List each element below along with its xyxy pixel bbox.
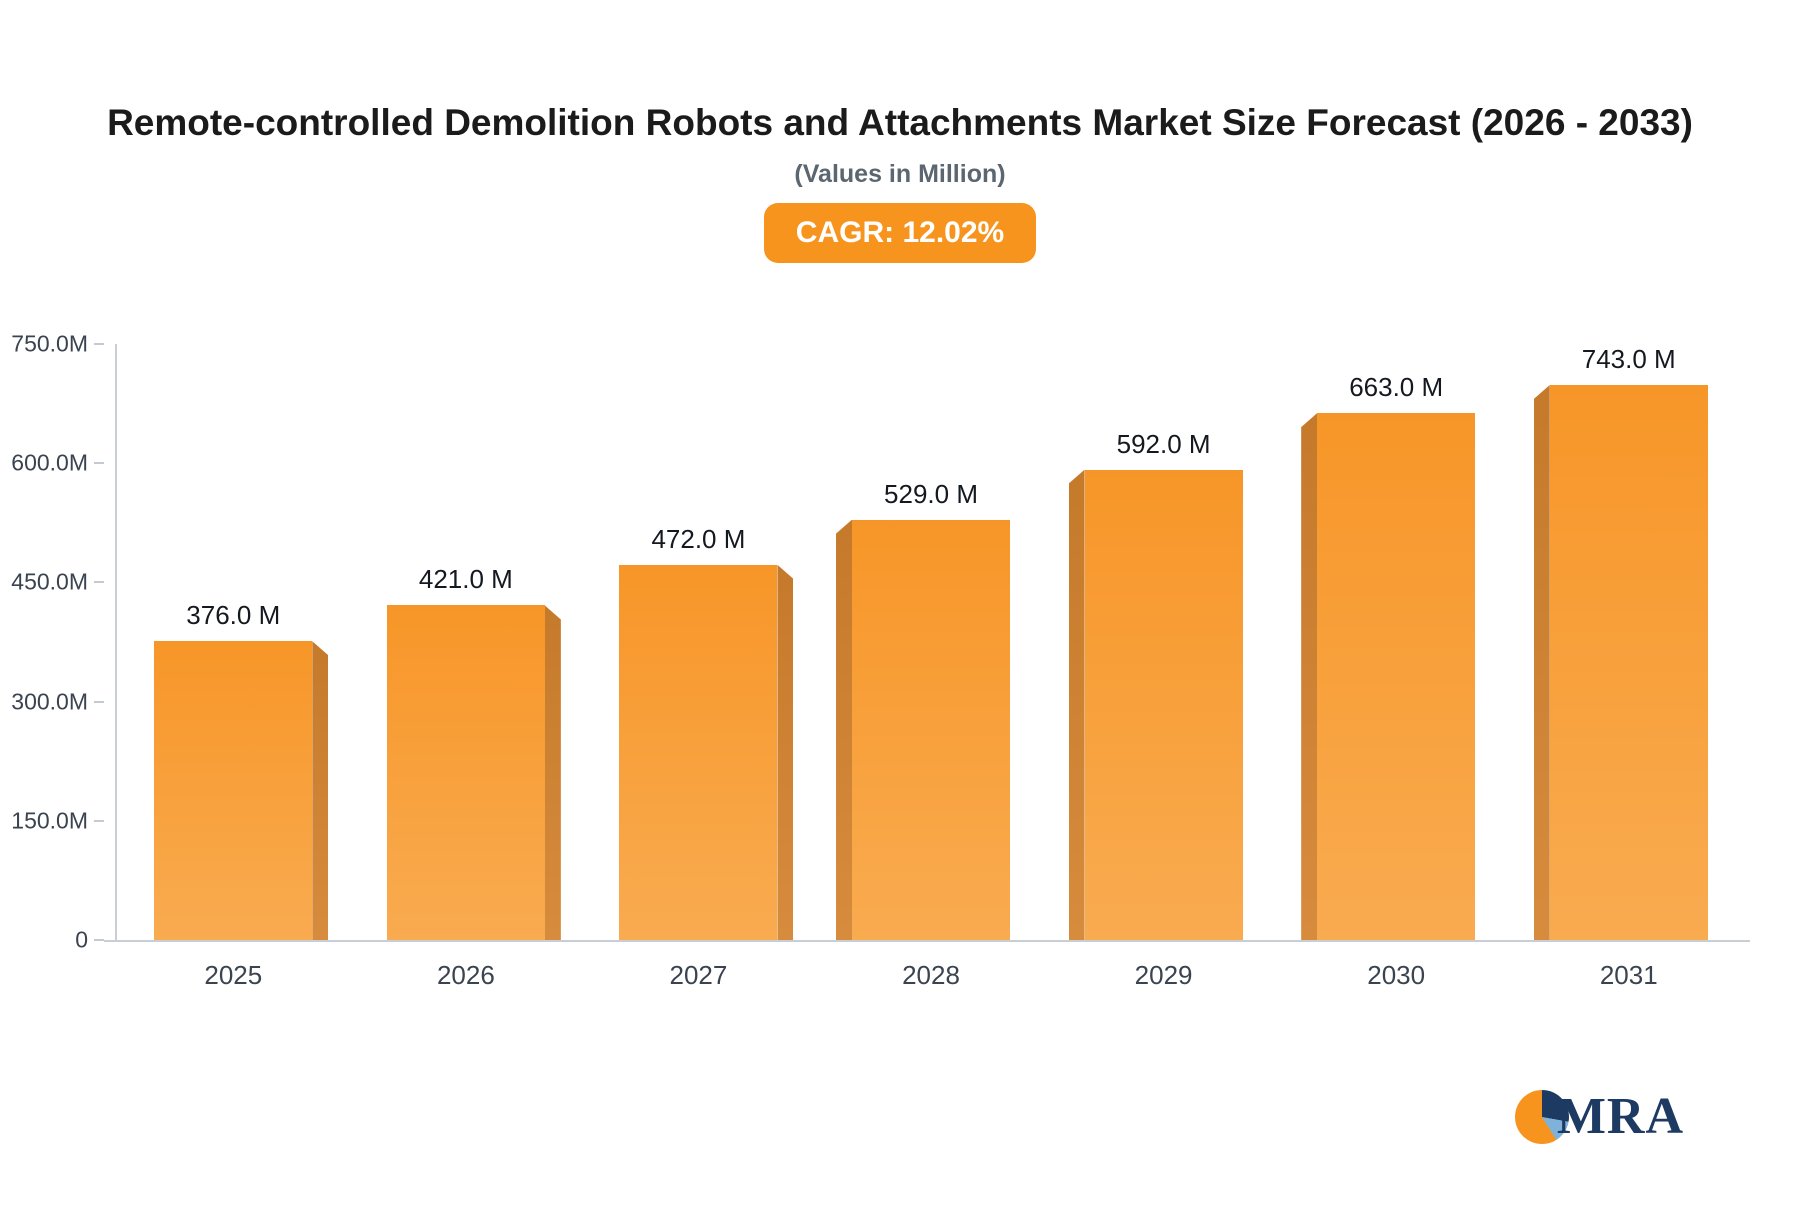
bar-2028 xyxy=(852,519,1011,940)
bars-container: 376.0 M 421.0 M 472.0 M 529.0 M 592.0 M 663.0… xyxy=(117,344,1745,940)
bar-group-2030: 663.0 M xyxy=(1280,344,1513,940)
x-axis-label-2030: 2030 xyxy=(1367,960,1426,990)
mra-logo-text: MRA xyxy=(1556,1088,1684,1145)
y-tick-mark xyxy=(94,700,104,703)
mra-logo: MRA xyxy=(1514,1088,1684,1145)
x-axis-label-2026: 2026 xyxy=(436,960,495,990)
y-tick-mark xyxy=(94,343,104,345)
bar-value-label: 663.0 M xyxy=(1349,372,1444,403)
y-tick-label: 0 xyxy=(75,926,88,953)
bar-column: 743.0 M xyxy=(1549,344,1708,940)
cagr-badge: CAGR: 12.02% xyxy=(763,202,1037,263)
bar-2031 xyxy=(1549,385,1708,940)
x-axis-label-2029: 2029 xyxy=(1134,960,1193,990)
bar-column: 592.0 M xyxy=(1084,344,1243,940)
bar-value-label: 376.0 M xyxy=(186,600,281,631)
bar-column: 472.0 M xyxy=(619,344,778,940)
bar-value-label: 592.0 M xyxy=(1116,428,1211,459)
cagr-badge-row: CAGR: 12.02% xyxy=(0,202,1800,263)
x-axis-label-2025: 2025 xyxy=(204,960,263,990)
bar-column: 663.0 M xyxy=(1317,344,1476,940)
y-tick-mark xyxy=(94,819,104,822)
bar-2029 xyxy=(1084,469,1243,940)
x-axis-line xyxy=(104,940,1750,942)
y-axis-line xyxy=(115,344,117,942)
bar-group-2026: 421.0 M xyxy=(350,344,583,940)
bar-column: 529.0 M xyxy=(852,344,1011,940)
plot-area: 376.0 M 421.0 M 472.0 M 529.0 M 592.0 M 663.0… xyxy=(117,344,1745,940)
chart-subtitle: (Values in Million) xyxy=(794,159,1006,188)
bar-2026 xyxy=(386,605,545,940)
y-tick-mark xyxy=(94,939,104,941)
mra-pie-icon xyxy=(1514,1090,1569,1144)
bar-value-label: 472.0 M xyxy=(651,523,746,554)
x-axis-label-2027: 2027 xyxy=(669,960,728,990)
bar-value-label: 529.0 M xyxy=(884,478,978,509)
x-axis-labels: 2025 2026 2027 2028 2029 2030 2031 xyxy=(117,960,1745,991)
y-tick-label: 150.0M xyxy=(11,807,88,834)
y-tick-label: 450.0M xyxy=(11,568,88,595)
bar-column: 376.0 M xyxy=(154,344,313,940)
x-axis-label-2028: 2028 xyxy=(902,960,960,990)
bar-2025 xyxy=(154,641,313,940)
bar-group-2025: 376.0 M xyxy=(117,344,350,940)
y-tick-label: 600.0M xyxy=(11,449,88,476)
y-tick-mark xyxy=(94,462,104,465)
bar-column: 421.0 M xyxy=(386,344,545,940)
bar-2030 xyxy=(1317,413,1476,940)
bar-group-2029: 592.0 M xyxy=(1047,344,1280,940)
bar-value-label: 743.0 M xyxy=(1581,344,1676,374)
bar-group-2028: 529.0 M xyxy=(815,344,1048,940)
y-axis: 750.0M 600.0M 450.0M 300.0M 150.0M 0 xyxy=(0,331,104,953)
y-tick-label: 750.0M xyxy=(11,330,88,357)
bar-value-label: 421.0 M xyxy=(418,564,513,595)
y-tick-label: 300.0M xyxy=(11,688,88,715)
chart-title: Remote-controlled Demolition Robots and … xyxy=(107,102,1693,143)
x-axis-label-2031: 2031 xyxy=(1599,960,1658,990)
bar-group-2027: 472.0 M xyxy=(582,344,815,940)
bar-group-2031: 743.0 M xyxy=(1512,344,1745,940)
y-tick-mark xyxy=(94,581,104,584)
bar-2027 xyxy=(619,564,778,940)
